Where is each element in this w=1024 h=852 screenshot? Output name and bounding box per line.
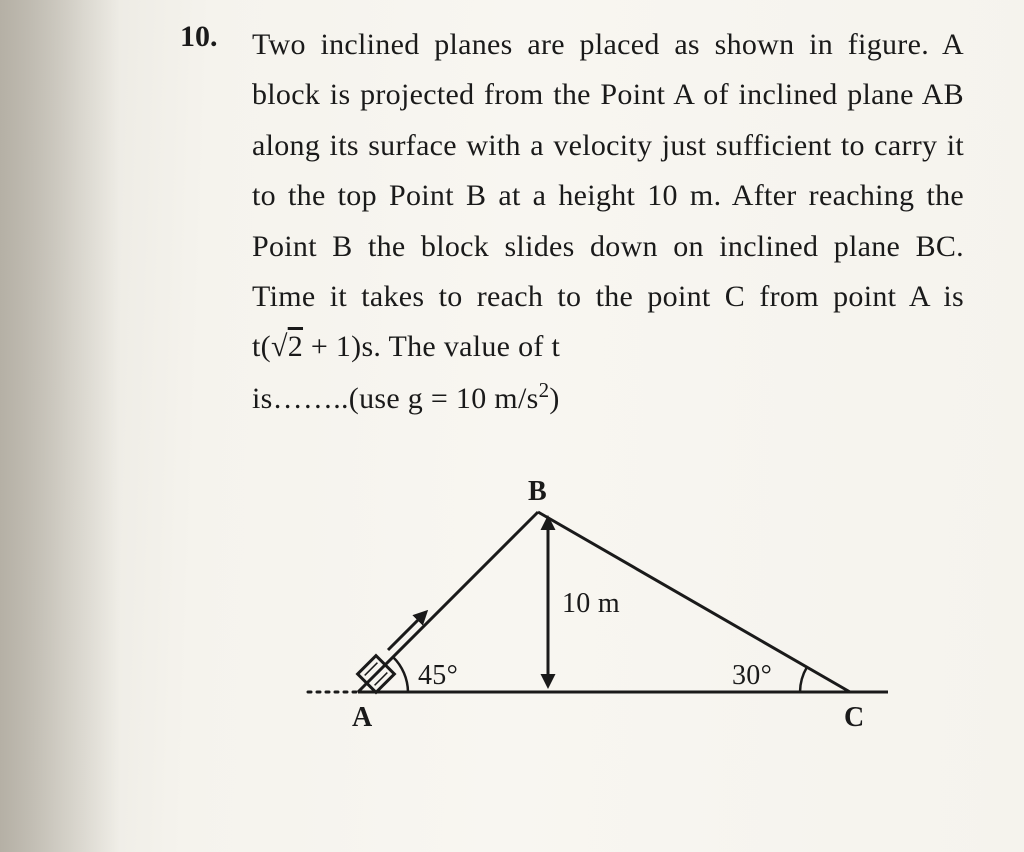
text-line: C from point A is xyxy=(725,280,964,313)
text-line: Point B the block slides down on incline… xyxy=(252,230,818,263)
problem-body: Two inclined planes are placed as shown … xyxy=(252,20,964,752)
math-t: t xyxy=(252,330,261,363)
text-line: Point B at a height 10 m. After reaching… xyxy=(389,179,964,212)
text-line: Two inclined planes are placed as shown … xyxy=(252,28,833,61)
math-expression: t(√2 + 1)s. xyxy=(252,330,381,363)
text-line: is……..(use g = 10 m/s xyxy=(252,382,539,415)
math-radical: √ xyxy=(271,330,288,363)
angle-arc-c xyxy=(800,667,807,692)
label-b: B xyxy=(528,476,547,507)
math-close: ) xyxy=(351,330,361,363)
label-c: C xyxy=(844,702,865,733)
label-a: A xyxy=(352,702,373,733)
math-unit: s. xyxy=(361,330,381,363)
math-radicand: 2 xyxy=(288,330,303,363)
problem-block: 10. Two inclined planes are placed as sh… xyxy=(180,20,964,752)
page: 10. Two inclined planes are placed as sh… xyxy=(0,0,1024,852)
angle-left-label: 45° xyxy=(418,660,458,691)
text-line: ) xyxy=(549,382,559,415)
math-plus1: + 1 xyxy=(303,330,351,363)
math-open: ( xyxy=(261,330,271,363)
inclined-planes-diagram: 10 m 45° 30° B A C xyxy=(328,432,888,752)
angle-right-label: 30° xyxy=(732,660,772,691)
height-label: 10 m xyxy=(562,588,620,619)
problem-number: 10. xyxy=(180,20,224,752)
text-line: The value of t xyxy=(381,330,560,363)
diagram-wrap: 10 m 45° 30° B A C xyxy=(252,432,964,752)
left-vignette xyxy=(0,0,120,852)
exponent: 2 xyxy=(539,378,550,402)
